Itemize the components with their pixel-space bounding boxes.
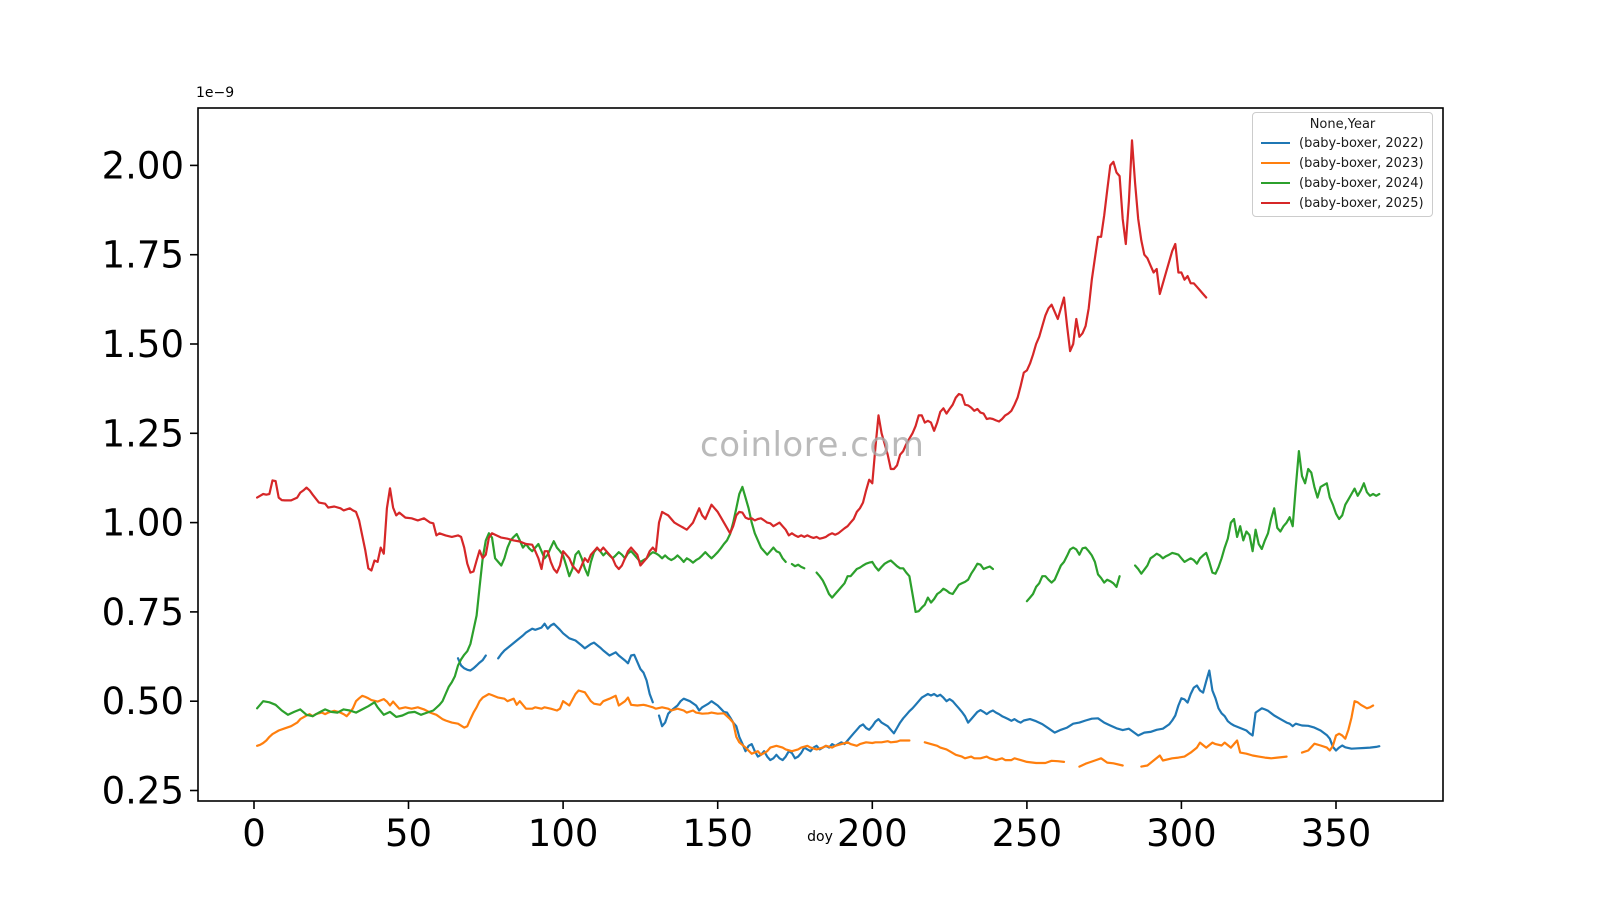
y-tick-label: 0.75: [102, 591, 184, 634]
legend-entry-label: (baby-boxer, 2022): [1299, 135, 1424, 151]
x-tick-label: 0: [242, 812, 266, 855]
series-line-2022: [456, 622, 1381, 762]
x-tick-label: 150: [682, 812, 753, 855]
legend-title: None,Year: [1309, 117, 1376, 132]
y-tick-label: 1.75: [102, 234, 184, 277]
legend-entry-2023: (baby-boxer, 2023): [1261, 153, 1424, 173]
legend-line-swatch: [1261, 162, 1290, 164]
y-tick-label: 1.25: [102, 412, 184, 455]
x-tick-label: 50: [385, 812, 432, 855]
legend-entry-2024: (baby-boxer, 2024): [1261, 173, 1424, 193]
series-line-2025: [256, 139, 1208, 574]
y-tick-label: 1.00: [102, 502, 184, 545]
legend-line-swatch: [1261, 142, 1290, 144]
x-tick-label: 200: [837, 812, 908, 855]
legend-entry-label: (baby-boxer, 2023): [1299, 155, 1424, 171]
x-tick-label: 250: [992, 812, 1063, 855]
legend: None,Year (baby-boxer, 2022) (baby-boxer,…: [1252, 112, 1433, 217]
legend-line-swatch: [1261, 202, 1290, 204]
y-axis-offset-label: 1e−9: [196, 85, 235, 101]
plot-frame: [197, 107, 1444, 802]
x-axis-label: doy: [807, 829, 833, 845]
y-tick-label: 2.00: [102, 144, 184, 187]
watermark: coinlore.com: [700, 425, 925, 465]
series-line-2023: [256, 689, 1375, 768]
legend-entry-label: (baby-boxer, 2025): [1299, 195, 1424, 211]
legend-line-swatch: [1261, 182, 1290, 184]
legend-entry-label: (baby-boxer, 2024): [1299, 175, 1424, 191]
x-tick-label: 300: [1146, 812, 1217, 855]
y-tick-label: 0.50: [102, 680, 184, 723]
x-tick-label: 350: [1301, 812, 1372, 855]
legend-entry-2025: (baby-boxer, 2025): [1261, 193, 1424, 213]
legend-entry-2022: (baby-boxer, 2022): [1261, 133, 1424, 153]
series-line-2024: [256, 450, 1381, 718]
y-tick-label: 0.25: [102, 770, 184, 813]
x-tick-label: 100: [528, 812, 599, 855]
y-tick-label: 1.50: [102, 323, 184, 366]
